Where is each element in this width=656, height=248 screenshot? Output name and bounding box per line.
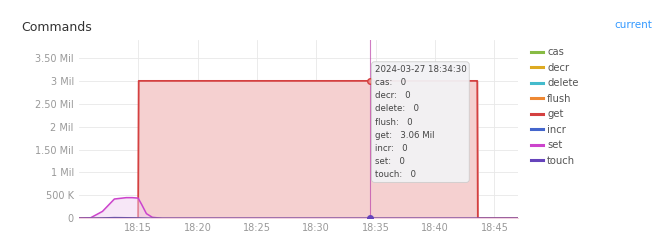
Text: Commands: Commands [22, 21, 92, 34]
Text: current: current [615, 20, 653, 30]
Text: 2024-03-27 18:34:30
cas:   0
decr:   0
delete:   0
flush:   0
get:   3.06 Mil
in: 2024-03-27 18:34:30 cas: 0 decr: 0 delet… [375, 65, 466, 179]
Legend: cas, decr, delete, flush, get, incr, set, touch: cas, decr, delete, flush, get, incr, set… [527, 43, 583, 170]
